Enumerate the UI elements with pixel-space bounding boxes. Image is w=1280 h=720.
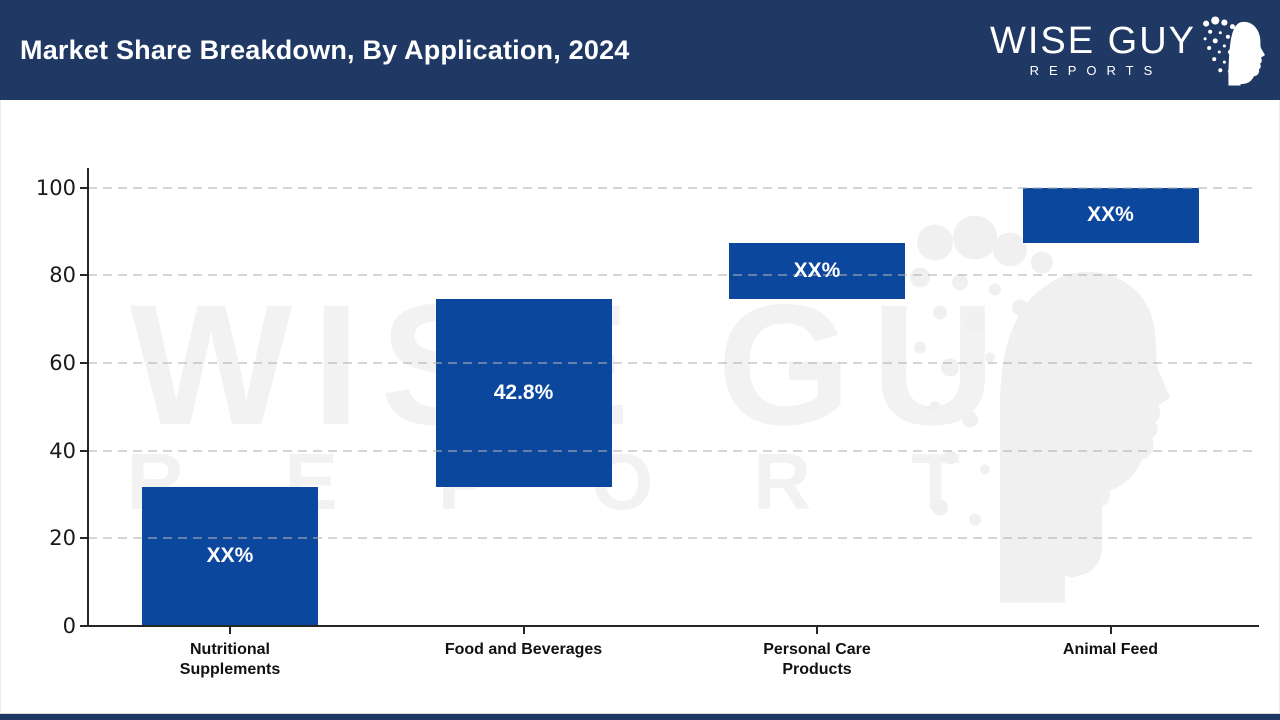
y-tick-label: 100 [35, 175, 76, 200]
bar-value-label: XX% [1087, 203, 1134, 227]
gridline [88, 361, 1258, 364]
x-category-label: Nutritional Supplements [179, 641, 281, 678]
header-bar: Market Share Breakdown, By Application, … [0, 0, 1280, 100]
chart-bar [142, 486, 318, 626]
chart-bar [1022, 187, 1199, 244]
y-tick-mark [80, 625, 88, 627]
x-tick-mark [522, 627, 525, 634]
x-category-label: Animal Feed [1062, 641, 1159, 658]
chart-bar [729, 243, 905, 300]
bar-value-label: XX% [206, 544, 254, 568]
y-tick-mark [80, 361, 88, 364]
x-axis-line [87, 625, 1259, 627]
y-tick-mark [80, 274, 88, 277]
y-tick-label: 20 [49, 526, 76, 551]
logo-wordmark: WISE GUY [989, 20, 1196, 62]
y-tick-mark [80, 449, 88, 452]
bar-value-label: XX% [793, 259, 841, 283]
wise-guy-reports-logo: WISE GUY REPORTS [990, 12, 1266, 88]
y-tick-label: 0 [62, 614, 76, 638]
bar-value-label: 42.8% [493, 381, 554, 405]
watermark-wordmark: WISE GUY [129, 269, 1151, 461]
y-tick-label: 40 [49, 438, 76, 463]
chart-bar [435, 299, 612, 487]
chart-title: Market Share Breakdown, By Application, … [20, 34, 630, 65]
head-profile-logo-icon [1203, 16, 1265, 86]
watermark-head-profile-icon [910, 215, 1170, 603]
gridline [88, 274, 1258, 277]
gridline [88, 537, 1258, 540]
gridline [88, 449, 1258, 452]
footer-bar [0, 713, 1280, 720]
logo-text: WISE GUY REPORTS [990, 22, 1196, 78]
x-tick-mark [816, 627, 818, 634]
gridline [88, 186, 1258, 189]
y-axis-line [87, 168, 89, 627]
logo-subtitle: REPORTS [1029, 63, 1163, 78]
y-tick-label: 60 [49, 350, 76, 375]
x-tick-mark [229, 627, 231, 634]
y-tick-mark [80, 186, 88, 189]
y-tick-mark [80, 537, 88, 540]
x-category-label: Personal Care Products [763, 641, 871, 678]
x-tick-mark [1109, 627, 1112, 634]
y-tick-label: 80 [49, 263, 76, 288]
x-category-label: Food and Beverages [444, 641, 603, 658]
